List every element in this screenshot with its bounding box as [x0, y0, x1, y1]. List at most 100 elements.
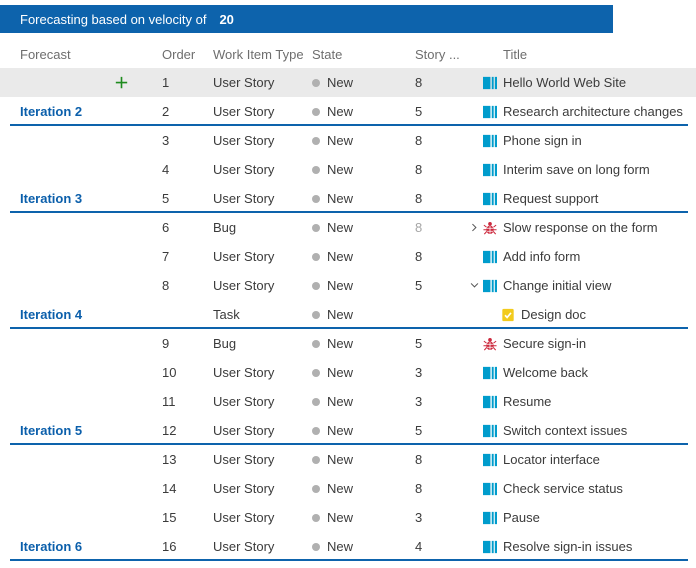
story-points-cell: 8: [415, 162, 423, 177]
work-item-title-link[interactable]: Hello World Web Site: [503, 75, 627, 90]
work-item-title-link[interactable]: Add info form: [503, 249, 581, 264]
title-cell: Resume: [460, 394, 696, 409]
title-cell: Add info form: [460, 249, 696, 264]
table-row[interactable]: 10 User Story New 3: [0, 358, 696, 387]
state-dot-icon: [312, 513, 320, 522]
work-item-title-link[interactable]: Design doc: [521, 307, 587, 322]
order-cell: 10: [162, 365, 177, 380]
velocity-value[interactable]: 20: [219, 11, 234, 27]
work-item-title-link[interactable]: Check service status: [503, 481, 623, 496]
work-item-title-link[interactable]: Interim save on long form: [503, 162, 650, 177]
state-cell: New: [305, 220, 408, 235]
table-body: 1 User Story New 8: [0, 68, 696, 561]
user-story-book-icon: [483, 105, 497, 119]
state-cell: New: [305, 133, 408, 148]
work-item-type-cell: Bug: [213, 220, 237, 235]
chevron-right-icon[interactable]: [469, 222, 480, 233]
user-story-book-icon: [483, 134, 497, 148]
add-work-item-button[interactable]: [115, 76, 128, 89]
title-cell: Check service status: [460, 481, 696, 496]
state-cell: New: [305, 394, 408, 409]
state-label: New: [327, 336, 354, 351]
story-points-cell: 8: [415, 481, 423, 496]
state-dot-icon: [312, 78, 320, 87]
story-points-cell: 3: [415, 394, 423, 409]
table-row[interactable]: Iteration 4 Task New: [0, 300, 696, 329]
state-dot-icon: [312, 542, 320, 551]
table-row[interactable]: 3 User Story New 8: [0, 126, 696, 155]
work-item-title-link[interactable]: Locator interface: [503, 452, 600, 467]
state-dot-icon: [312, 165, 320, 174]
work-item-type-cell: User Story: [213, 481, 275, 496]
table-row[interactable]: 9 Bug New 5: [0, 329, 696, 358]
story-points-cell: 8: [415, 220, 423, 235]
forecast-banner: Forecasting based on velocity of 20: [0, 5, 613, 33]
order-cell: 16: [162, 539, 177, 554]
state-label: New: [327, 75, 354, 90]
work-item-title-link[interactable]: Resume: [503, 394, 552, 409]
work-item-title-link[interactable]: Switch context issues: [503, 423, 628, 438]
story-points-cell: 5: [415, 104, 423, 119]
table-row[interactable]: 11 User Story New 3: [0, 387, 696, 416]
user-story-book-icon: [483, 76, 497, 90]
iteration-forecast-label: Iteration 5: [20, 423, 83, 438]
table-row[interactable]: 13 User Story New 8: [0, 445, 696, 474]
table-row[interactable]: Iteration 2 2 User Story New 5: [0, 97, 696, 126]
iteration-forecast-label: Iteration 6: [20, 539, 83, 554]
order-cell: 3: [162, 133, 170, 148]
column-header-work-item-type[interactable]: Work Item Type: [213, 46, 304, 62]
work-item-title-link[interactable]: Change initial view: [503, 278, 612, 293]
work-item-title-link[interactable]: Request support: [503, 191, 599, 206]
table-row[interactable]: Iteration 6 16 User Story New 4: [0, 532, 696, 561]
forecast-cell: [0, 76, 140, 89]
order-cell: 1: [162, 75, 170, 90]
story-points-cell: 8: [415, 452, 423, 467]
work-item-title-link[interactable]: Secure sign-in: [503, 336, 587, 351]
column-header-forecast[interactable]: Forecast: [20, 46, 71, 62]
work-item-type-cell: User Story: [213, 162, 275, 177]
table-row[interactable]: 6 Bug New 8: [0, 213, 696, 242]
user-story-book-icon: [483, 453, 497, 467]
column-header-title[interactable]: Title: [503, 46, 528, 62]
table-row[interactable]: 14 User Story New 8: [0, 474, 696, 503]
state-dot-icon: [312, 368, 320, 377]
table-row[interactable]: Iteration 3 5 User Story New 8: [0, 184, 696, 213]
work-item-title-link[interactable]: Research architecture changes: [503, 104, 683, 119]
state-dot-icon: [312, 281, 320, 290]
state-dot-icon: [312, 136, 320, 145]
forecast-cell: Iteration 2: [0, 104, 140, 119]
work-item-title-link[interactable]: Slow response on the form: [503, 220, 658, 235]
state-cell: New: [305, 336, 408, 351]
bug-icon: [483, 337, 497, 351]
user-story-book-icon: [483, 163, 497, 177]
state-cell: New: [305, 423, 408, 438]
column-header-order[interactable]: Order: [162, 46, 196, 62]
work-item-title-link[interactable]: Welcome back: [503, 365, 589, 380]
work-item-title-link[interactable]: Pause: [503, 510, 540, 525]
work-item-title-link[interactable]: Phone sign in: [503, 133, 582, 148]
chevron-down-icon[interactable]: [469, 280, 480, 291]
table-row[interactable]: Iteration 5 12 User Story New 5: [0, 416, 696, 445]
table-row[interactable]: 4 User Story New 8: [0, 155, 696, 184]
table-row[interactable]: 15 User Story New 3: [0, 503, 696, 532]
story-points-cell: 5: [415, 278, 423, 293]
state-label: New: [327, 104, 354, 119]
table-row[interactable]: 1 User Story New 8: [0, 68, 696, 97]
story-points-cell: 5: [415, 423, 423, 438]
user-story-book-icon: [483, 366, 497, 380]
forecast-cell: Iteration 6: [0, 539, 140, 554]
table-row[interactable]: 7 User Story New 8: [0, 242, 696, 271]
work-item-type-cell: User Story: [213, 104, 275, 119]
work-item-type-cell: User Story: [213, 133, 275, 148]
order-cell: 12: [162, 423, 177, 438]
table-row[interactable]: 8 User Story New 5: [0, 271, 696, 300]
state-dot-icon: [312, 339, 320, 348]
story-points-cell: 5: [415, 336, 423, 351]
state-dot-icon: [312, 426, 320, 435]
column-header-state[interactable]: State: [312, 46, 343, 62]
order-cell: 2: [162, 104, 170, 119]
forecast-cell: Iteration 5: [0, 423, 140, 438]
column-header-story-points[interactable]: Story ...: [415, 46, 460, 62]
work-item-title-link[interactable]: Resolve sign-in issues: [503, 539, 633, 554]
state-label: New: [327, 162, 354, 177]
